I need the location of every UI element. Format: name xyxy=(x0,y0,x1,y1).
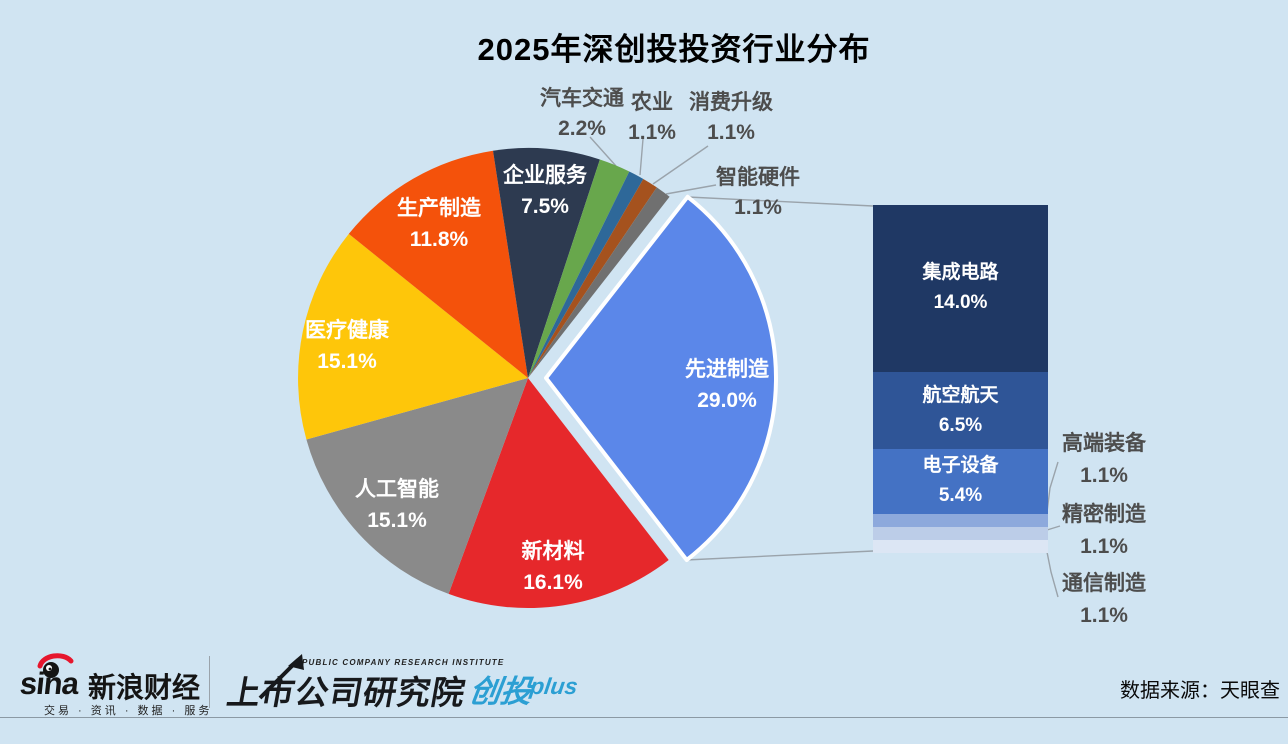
leader-line-xiaofeishengji xyxy=(652,145,709,185)
pie-slice-3 xyxy=(298,233,528,440)
pie-label-name: 医疗健康 xyxy=(305,319,389,342)
bar-label-jingmizhizao: 精密制造 1.1% xyxy=(1062,499,1146,563)
institute-logo: PUBLIC COMPANY RESEARCH INSTITUTE 上市公司研究… xyxy=(224,650,503,714)
bar-label-gaoduanzhuangbei: 高端装备 1.1% xyxy=(1062,428,1146,492)
footer-rule xyxy=(0,717,1288,718)
pie-slice-1 xyxy=(448,378,669,609)
bar-segment-name: 集成电路 xyxy=(922,262,999,284)
pie-label-pct: 29.0% xyxy=(697,389,757,412)
pie-label-rengongzhineng: 人工智能 15.1% xyxy=(355,474,439,536)
leader-line-nongye xyxy=(639,138,644,176)
connector-slice-to-bar-top xyxy=(687,196,874,207)
pie-label-name: 新材料 xyxy=(521,540,585,563)
connector-slice-to-bar-bottom xyxy=(685,550,874,561)
footer-divider xyxy=(209,656,210,708)
pie-label-qiyefuwu: 企业服务 7.5% xyxy=(503,160,587,222)
bar-segment-2: 电子设备 5.4% xyxy=(873,449,1048,514)
footer: sina 新浪财经 交易 · 资讯 · 数据 · 服务 PUBLIC COMPA… xyxy=(0,646,1288,744)
sina-tagline: 交易 · 资讯 · 数据 · 服务 xyxy=(44,705,213,717)
bar-segment-pct: 6.5% xyxy=(938,414,983,436)
pie-label-qichejiaotong: 汽车交通 2.2% xyxy=(540,84,624,144)
pie-label-name: 农业 xyxy=(631,91,673,114)
pie-slice-7 xyxy=(528,171,644,378)
pie-label-nongye: 农业 1.1% xyxy=(628,88,676,148)
pie-slices xyxy=(298,148,779,609)
chuangtou-text: 创投 xyxy=(467,674,535,709)
pie-slice-5 xyxy=(493,148,600,378)
pie-slice-6 xyxy=(528,159,630,378)
data-source: 数据来源：天眼查 xyxy=(1120,680,1280,702)
leader-line-jingmizhizao xyxy=(1046,525,1061,531)
bar-label-pct: 1.1% xyxy=(1080,535,1128,558)
pie-label-pct: 15.1% xyxy=(317,350,377,373)
bar-label-name: 精密制造 xyxy=(1062,503,1146,526)
pie-slice-4 xyxy=(348,150,528,378)
pie-label-name: 生产制造 xyxy=(397,197,481,220)
bar-label-tongxinzhizao: 通信制造 1.1% xyxy=(1062,568,1146,632)
pie-label-name: 消费升级 xyxy=(689,91,773,114)
bar-segment-name: 电子设备 xyxy=(922,455,999,477)
bar-segment-name: 航空航天 xyxy=(922,384,999,406)
pie-slice-0 xyxy=(544,194,779,562)
bar-segment-pct: 14.0% xyxy=(933,292,988,314)
sina-logo: sina 新浪财经 交易 · 资讯 · 数据 · 服务 xyxy=(18,652,220,717)
plus-text: plus xyxy=(528,673,580,699)
bar-label-pct: 1.1% xyxy=(1080,464,1128,487)
leader-line-gaoduanzhuangbei xyxy=(1046,461,1059,513)
pie-label-pct: 2.2% xyxy=(558,117,606,140)
pie-label-pct: 11.8% xyxy=(409,228,469,251)
pie-label-zhinengyingjian: 智能硬件 1.1% xyxy=(716,163,800,223)
pie-slice-8 xyxy=(528,179,657,378)
pie-label-xincailiao: 新材料 16.1% xyxy=(522,536,585,598)
bar-label-pct: 1.1% xyxy=(1080,604,1128,627)
pie-label-name: 企业服务 xyxy=(503,164,587,187)
pie-label-xianjinzhizao: 先进制造 29.0% xyxy=(685,354,769,416)
pie-chart xyxy=(298,136,1061,609)
arrow-icon xyxy=(258,654,304,700)
pie-label-name: 智能硬件 xyxy=(716,166,800,189)
pie-label-yiliaojiankang: 医疗健康 15.1% xyxy=(305,315,389,377)
leader-line-qichejiaotong xyxy=(589,136,617,167)
pie-label-pct: 1.1% xyxy=(734,196,782,219)
leader-lines xyxy=(589,136,1061,598)
bar-label-name: 高端装备 xyxy=(1062,432,1146,455)
pie-label-xiaofeishengji: 消费升级 1.1% xyxy=(689,88,773,148)
pie-label-name: 人工智能 xyxy=(355,478,439,501)
pie-label-pct: 7.5% xyxy=(521,195,569,218)
bar-label-name: 通信制造 xyxy=(1062,572,1146,595)
pie-label-pct: 15.1% xyxy=(367,509,427,532)
pie-label-name: 先进制造 xyxy=(685,358,769,381)
chart-title: 2025年深创投投资行业分布 xyxy=(477,32,871,67)
bar-segment-3 xyxy=(873,513,1048,527)
breakdown-stacked-bar: 集成电路 14.0% 航空航天 6.5% 电子设备 5.4% xyxy=(873,205,1048,553)
institute-name-en: PUBLIC COMPANY RESEARCH INSTITUTE xyxy=(302,658,505,667)
bar-segment-4 xyxy=(873,526,1048,540)
bar-segment-0: 集成电路 14.0% xyxy=(873,205,1048,372)
bar-segment-pct: 5.4% xyxy=(938,485,983,507)
pie-slice-2 xyxy=(306,378,528,594)
pie-slice-9 xyxy=(528,187,670,378)
pie-label-pct: 16.1% xyxy=(523,571,583,594)
bar-segment-1: 航空航天 6.5% xyxy=(873,371,1048,450)
sina-wordmark: sina xyxy=(18,666,80,701)
pie-label-pct: 1.1% xyxy=(707,121,755,144)
leader-line-tongxinzhizao xyxy=(1045,546,1059,598)
leader-line-zhinengyingjian xyxy=(665,184,717,195)
pie-label-name: 汽车交通 xyxy=(540,87,624,110)
bar-segment-5 xyxy=(873,539,1048,553)
sina-brand-text: 新浪财经 xyxy=(88,672,201,703)
chuangtou-plus-logo: 创投plus xyxy=(467,666,581,711)
pie-label-pct: 1.1% xyxy=(628,121,676,144)
sina-eye-icon xyxy=(37,653,74,678)
pie-label-shengchanzhizao: 生产制造 11.8% xyxy=(397,193,481,255)
